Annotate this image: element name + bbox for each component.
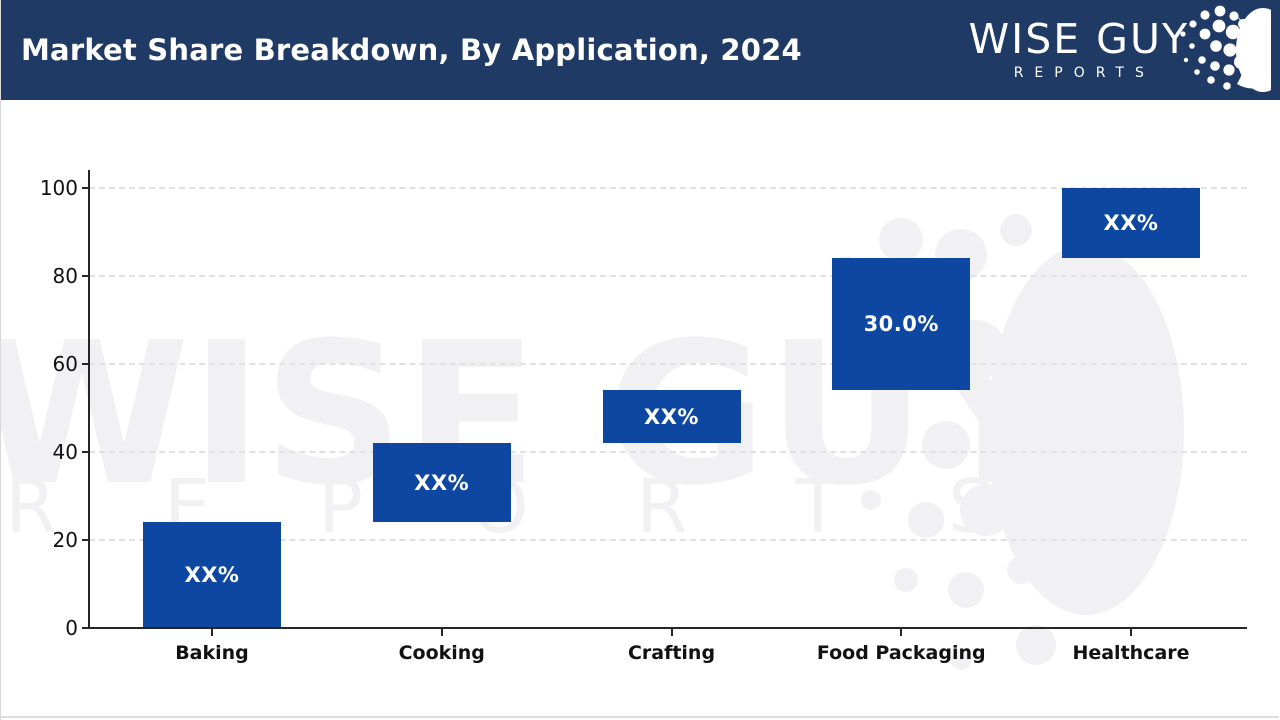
footer-divider <box>1 716 1279 718</box>
bar-baking: XX% <box>143 522 281 628</box>
y-axis <box>88 170 90 629</box>
category-label-4: Healthcare <box>1072 642 1190 664</box>
y-tick-0 <box>82 627 89 629</box>
bar-value-label: 30.0% <box>863 312 939 337</box>
chart-area: WISE GUY R E P O R T S <box>1 100 1280 720</box>
logo-head-icon <box>1180 5 1271 92</box>
x-tick-0 <box>211 629 213 636</box>
gridline-100 <box>89 187 1247 189</box>
y-tick-60 <box>82 363 89 365</box>
category-label-3: Food Packaging <box>816 642 986 664</box>
category-label-2: Crafting <box>627 642 716 664</box>
category-label-0: Baking <box>175 642 249 664</box>
bar-value-label: XX% <box>644 404 699 429</box>
bar-crafting: XX% <box>602 390 741 444</box>
wiseguy-logo: WISE GUY REPORTS <box>969 0 1271 100</box>
y-tick-label-20: 20 <box>52 528 78 552</box>
y-tick-label-60: 60 <box>52 352 78 376</box>
category-label-1: Cooking <box>398 642 485 664</box>
y-tick-100 <box>82 187 89 189</box>
header-bar: Market Share Breakdown, By Application, … <box>1 0 1280 100</box>
logo-wordmark-block: WISE GUY REPORTS <box>968 15 1189 82</box>
y-tick-label-100: 100 <box>39 176 78 200</box>
gridline-80 <box>89 275 1247 277</box>
gridline-40 <box>89 451 1247 453</box>
logo-wordmark: WISE GUY <box>968 15 1189 63</box>
bar-cooking: XX% <box>372 443 511 523</box>
gridline-60 <box>89 363 1247 365</box>
bar-value-label: XX% <box>1103 211 1159 236</box>
x-axis <box>87 627 1247 629</box>
waterfall-plot: 0 20 40 60 80 100 XX% Baking XX% Cooking XX% Crafti… <box>1 100 1280 720</box>
bar-food-packaging: 30.0% <box>832 258 971 391</box>
y-tick-80 <box>82 275 89 277</box>
y-tick-20 <box>82 539 89 541</box>
bar-healthcare: XX% <box>1062 188 1200 259</box>
bar-value-label: XX% <box>184 563 240 588</box>
y-tick-40 <box>82 451 89 453</box>
x-tick-2 <box>670 629 673 636</box>
x-tick-4 <box>1130 629 1132 636</box>
bar-value-label: XX% <box>414 470 470 495</box>
y-tick-label-80: 80 <box>52 264 78 288</box>
gridline-20 <box>89 539 1247 541</box>
page-title: Market Share Breakdown, By Application, … <box>21 33 802 67</box>
x-tick-3 <box>900 629 903 636</box>
logo-subtitle: REPORTS <box>1013 65 1155 81</box>
y-tick-label-0: 0 <box>65 616 78 640</box>
y-tick-label-40: 40 <box>52 440 78 464</box>
x-tick-1 <box>440 629 443 636</box>
